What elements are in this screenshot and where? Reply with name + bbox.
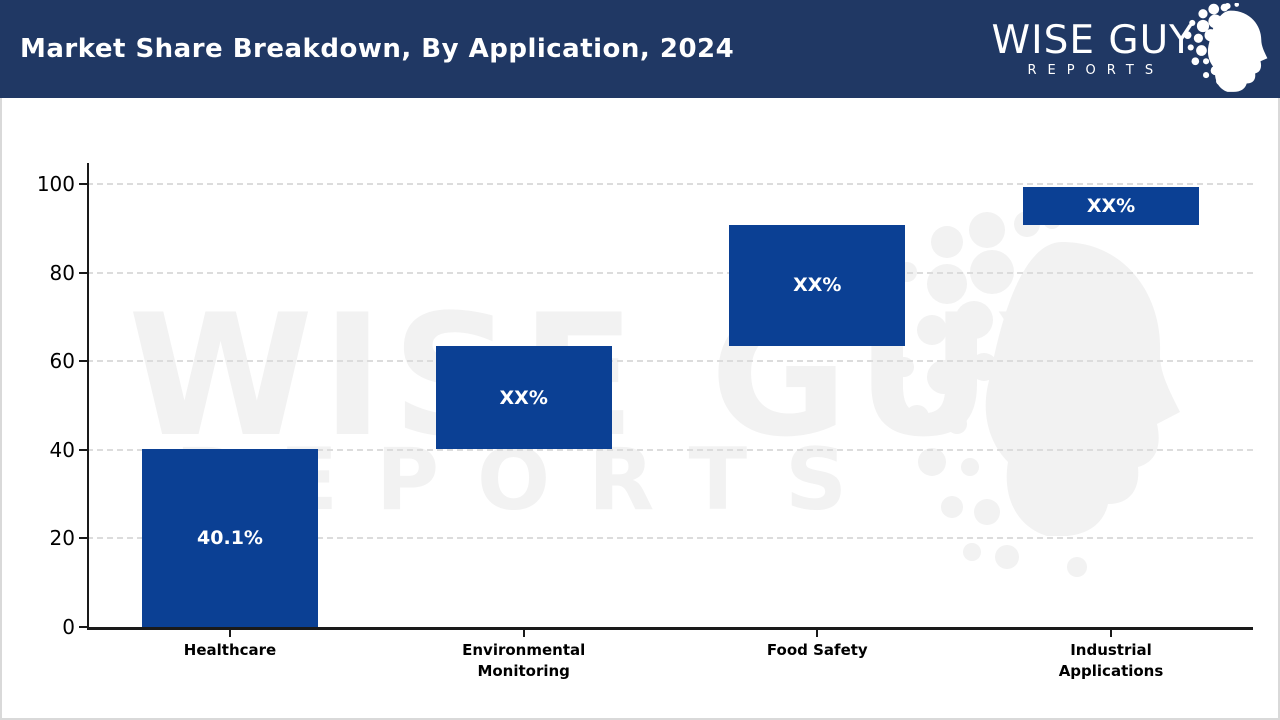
- page-title: Market Share Breakdown, By Application, …: [20, 34, 735, 64]
- y-axis-tick-label-0: 0: [62, 615, 75, 639]
- bar-industrial-applications: XX%: [1023, 186, 1199, 226]
- x-axis-category-label: Food Safety: [766, 641, 868, 659]
- y-axis-tick-label-60: 60: [49, 349, 75, 374]
- y-axis-tick-80: [79, 271, 87, 274]
- brand-logo-text: WISE GUY REPORTS: [992, 21, 1194, 78]
- bar-value-label: 40.1%: [197, 527, 263, 550]
- y-axis-tick-label-80: 80: [49, 260, 75, 285]
- y-axis-tick-40: [79, 448, 87, 451]
- x-axis-category-label: Industrial Applications: [1058, 641, 1164, 680]
- bar-healthcare: 40.1%: [142, 449, 318, 627]
- bar-value-label: XX%: [793, 274, 842, 297]
- gridline-20: [87, 537, 1253, 540]
- gridline-100: [87, 183, 1253, 185]
- x-axis-tick-3: [1110, 629, 1112, 637]
- gridline-80: [87, 271, 1253, 274]
- y-axis-tick-0: [79, 626, 87, 628]
- brand-logo: WISE GUY REPORTS: [992, 0, 1272, 98]
- x-axis-spine: [87, 627, 1253, 630]
- bar-environmental-monitoring: XX%: [435, 345, 612, 450]
- x-axis-tick-2: [816, 629, 819, 637]
- x-axis-category-label: Environmental Monitoring: [462, 641, 586, 680]
- y-axis-tick-100: [79, 183, 87, 185]
- y-axis-tick-60: [79, 360, 87, 363]
- bar-value-label: XX%: [1086, 194, 1136, 217]
- y-axis-tick-label-20: 20: [49, 526, 75, 551]
- brand-subname: REPORTS: [1027, 62, 1165, 78]
- gridline-60: [87, 360, 1253, 363]
- x-axis-tick-0: [229, 629, 231, 637]
- brand-head-icon: [1183, 3, 1268, 92]
- x-axis-tick-1: [522, 629, 525, 637]
- header-bar: Market Share Breakdown, By Application, …: [0, 0, 1280, 98]
- bar-value-label: XX%: [499, 386, 548, 409]
- y-axis-tick-20: [79, 537, 87, 540]
- y-axis-tick-label-100: 100: [36, 172, 75, 196]
- y-axis-tick-label-40: 40: [49, 437, 75, 462]
- gridline-40: [87, 448, 1253, 451]
- x-axis-category-label: Healthcare: [183, 641, 277, 659]
- bar-food-safety: XX%: [729, 225, 906, 346]
- brand-name: WISE GUY: [991, 17, 1194, 63]
- y-axis-spine: [87, 163, 89, 629]
